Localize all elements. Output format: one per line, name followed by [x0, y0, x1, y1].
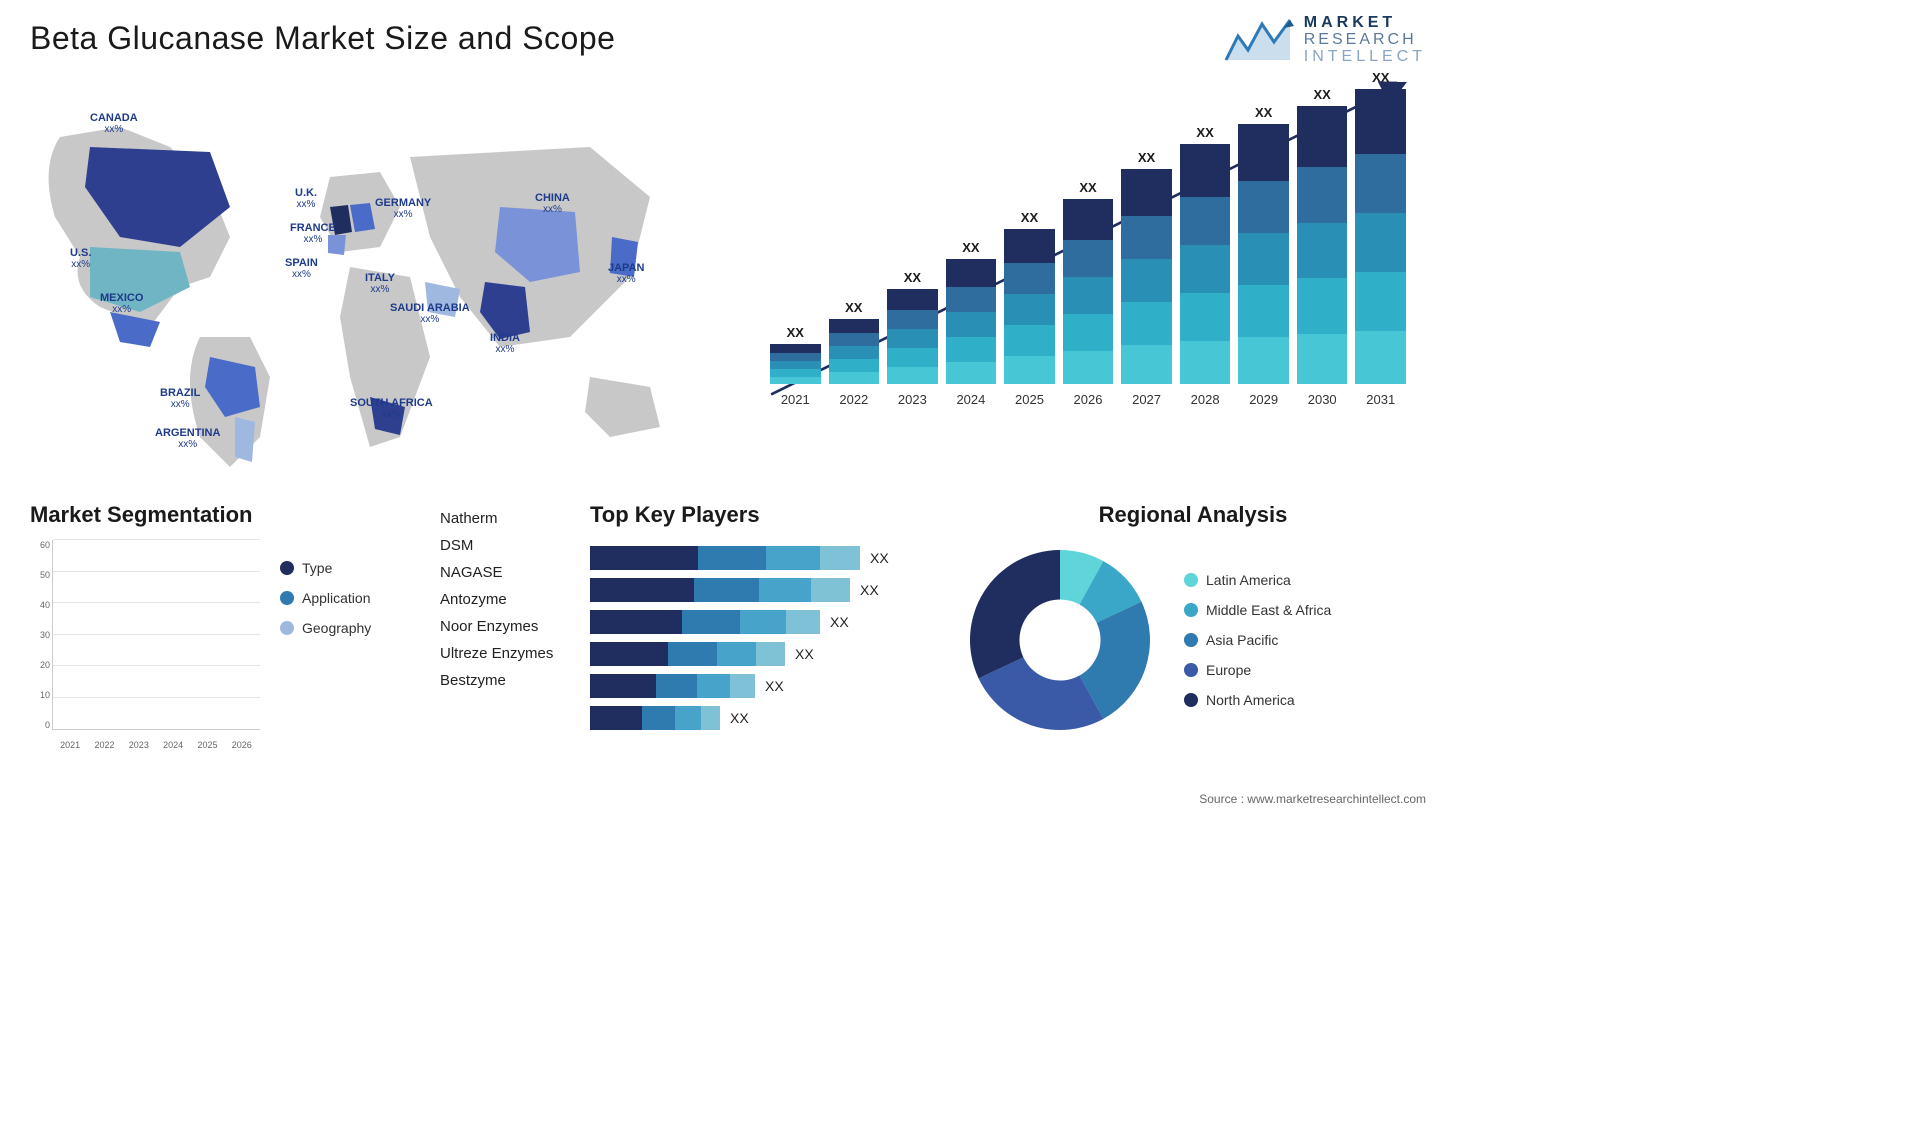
map-label: ARGENTINAxx%	[155, 427, 220, 450]
growth-bar: XX 2023	[887, 270, 938, 407]
growth-bar: XX 2022	[829, 300, 880, 407]
regional-title: Regional Analysis	[960, 502, 1426, 528]
player-bar-value: XX	[730, 710, 749, 726]
growth-bar: XX 2030	[1297, 87, 1348, 407]
legend-item: Application	[280, 590, 410, 606]
regional-panel: Regional Analysis Latin America Middle Ea…	[960, 502, 1426, 750]
map-label: ITALYxx%	[365, 272, 395, 295]
growth-bar-value: XX	[1314, 87, 1331, 102]
map-label: SOUTH AFRICAxx%	[350, 397, 433, 420]
players-name-list: Natherm DSM NAGASE Antozyme Noor Enzymes Ultr…	[440, 502, 570, 750]
growth-bar-value: XX	[1196, 125, 1213, 140]
player-bar-value: XX	[765, 678, 784, 694]
growth-bar: XX 2026	[1063, 180, 1114, 407]
legend-item: Type	[280, 560, 410, 576]
growth-bar-year: 2023	[898, 392, 927, 407]
map-label: INDIAxx%	[490, 332, 520, 355]
growth-bar-value: XX	[1255, 105, 1272, 120]
growth-bar-year: 2026	[1074, 392, 1103, 407]
legend-item: Europe	[1184, 662, 1426, 678]
player-bar-row: XX	[590, 578, 930, 602]
growth-bar-year: 2022	[839, 392, 868, 407]
player-name: Ultreze Enzymes	[440, 645, 570, 662]
player-bar-row: XX	[590, 610, 930, 634]
growth-bar-year: 2030	[1308, 392, 1337, 407]
player-name: Noor Enzymes	[440, 618, 570, 635]
player-bar-row: XX	[590, 706, 930, 730]
player-bar-value: XX	[830, 614, 849, 630]
growth-bar: XX 2028	[1180, 125, 1231, 407]
growth-bar-value: XX	[787, 325, 804, 340]
player-name: Bestzyme	[440, 672, 570, 689]
growth-bar: XX 2024	[946, 240, 997, 407]
legend-item: North America	[1184, 692, 1426, 708]
growth-bar-value: XX	[1021, 210, 1038, 225]
source-attribution: Source : www.marketresearchintellect.com	[1199, 792, 1426, 806]
donut-slice	[970, 550, 1060, 678]
map-label: U.S.xx%	[70, 247, 91, 270]
growth-bar-year: 2021	[781, 392, 810, 407]
segmentation-legend: Type Application Geography	[280, 540, 410, 750]
growth-bar-value: XX	[1079, 180, 1096, 195]
growth-bar-value: XX	[845, 300, 862, 315]
growth-bar-value: XX	[904, 270, 921, 285]
player-bar-value: XX	[860, 582, 879, 598]
segmentation-panel: Market Segmentation 0102030405060 202120…	[30, 502, 410, 750]
player-name: DSM	[440, 537, 570, 554]
growth-bar-year: 2029	[1249, 392, 1278, 407]
player-bar-row: XX	[590, 546, 930, 570]
logo-mark-icon	[1224, 16, 1294, 64]
map-label: FRANCExx%	[290, 222, 336, 245]
growth-bar: XX 2025	[1004, 210, 1055, 407]
map-label: U.K.xx%	[295, 187, 317, 210]
growth-bar: XX 2021	[770, 325, 821, 407]
key-players-title: Top Key Players	[590, 502, 930, 528]
world-map: CANADAxx% U.S.xx% MEXICOxx% BRAZILxx% ARGENT…	[30, 77, 710, 477]
player-bar-row: XX	[590, 674, 930, 698]
segmentation-title: Market Segmentation	[30, 502, 410, 528]
logo-text: MARKET RESEARCH INTELLECT	[1304, 15, 1426, 65]
key-players-panel: Natherm DSM NAGASE Antozyme Noor Enzymes Ultr…	[440, 502, 930, 750]
map-label: JAPANxx%	[608, 262, 644, 285]
key-players-chart: XX XX XX XX XX XX	[590, 540, 930, 730]
growth-bar: XX 2029	[1238, 105, 1289, 407]
player-name: Natherm	[440, 510, 570, 527]
player-bar-row: XX	[590, 642, 930, 666]
legend-item: Asia Pacific	[1184, 632, 1426, 648]
growth-bar-year: 2027	[1132, 392, 1161, 407]
brand-logo: MARKET RESEARCH INTELLECT	[1224, 15, 1426, 65]
regional-legend: Latin America Middle East & Africa Asia Pa…	[1184, 572, 1426, 708]
legend-item: Geography	[280, 620, 410, 636]
map-label: CANADAxx%	[90, 112, 138, 135]
player-name: Antozyme	[440, 591, 570, 608]
legend-item: Middle East & Africa	[1184, 602, 1426, 618]
legend-item: Latin America	[1184, 572, 1426, 588]
growth-bar-year: 2031	[1366, 392, 1395, 407]
map-label: MEXICOxx%	[100, 292, 143, 315]
player-name: NAGASE	[440, 564, 570, 581]
regional-donut	[960, 540, 1160, 740]
player-bar-value: XX	[870, 550, 889, 566]
map-label: SPAINxx%	[285, 257, 318, 280]
growth-bar-year: 2024	[956, 392, 985, 407]
map-label: BRAZILxx%	[160, 387, 200, 410]
segmentation-chart: 0102030405060 202120222023202420252026	[30, 540, 260, 750]
growth-bar-value: XX	[1138, 150, 1155, 165]
player-bar-value: XX	[795, 646, 814, 662]
growth-bar-value: XX	[962, 240, 979, 255]
map-label: SAUDI ARABIAxx%	[390, 302, 470, 325]
growth-bar-year: 2025	[1015, 392, 1044, 407]
growth-bar: XX 2027	[1121, 150, 1172, 407]
growth-bar-value: XX	[1372, 70, 1389, 85]
map-label: GERMANYxx%	[375, 197, 431, 220]
growth-bar-year: 2028	[1191, 392, 1220, 407]
map-label: CHINAxx%	[535, 192, 570, 215]
growth-chart: XX 2021 XX 2022 XX 2023 XX 2024 XX 2025 XX 2026 XX 20…	[750, 77, 1426, 477]
page-title: Beta Glucanase Market Size and Scope	[30, 20, 1426, 57]
growth-bar: XX 2031	[1355, 70, 1406, 407]
